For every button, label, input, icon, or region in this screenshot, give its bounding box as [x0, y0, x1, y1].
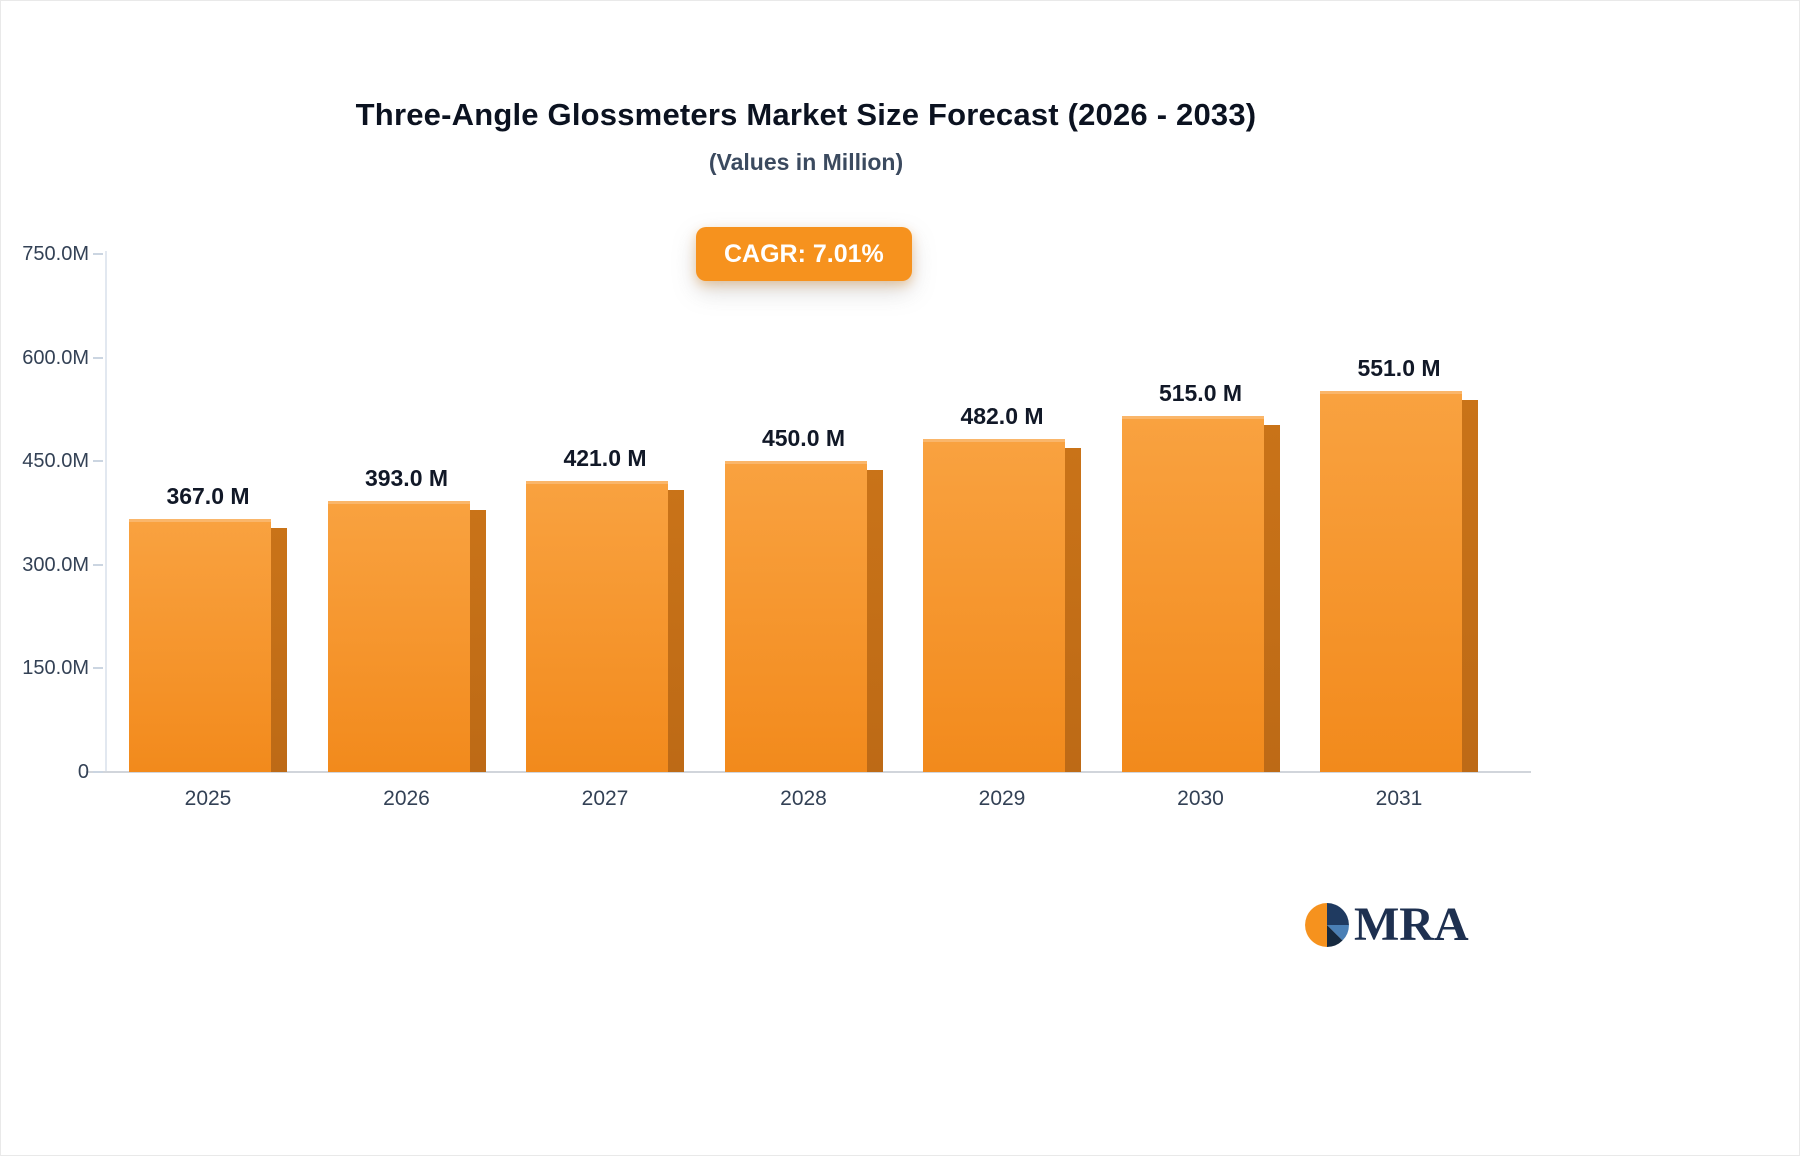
y-tick-mark [93, 667, 103, 670]
y-tick-label: 150.0M [22, 657, 89, 680]
bar-side [1065, 448, 1081, 772]
bar [327, 500, 470, 772]
bar-value-label: 421.0 M [563, 445, 647, 472]
y-tick-mark [93, 460, 103, 463]
mra-logo-text: MRA [1354, 898, 1469, 951]
y-tick-mark [93, 253, 103, 255]
bar-value-label: 482.0 M [960, 403, 1044, 430]
bar-side [469, 509, 486, 772]
bar-value-label: 551.0 M [1357, 355, 1441, 382]
x-axis-baseline [86, 771, 1531, 773]
mra-logo-pie-icon [1305, 903, 1349, 947]
x-tick-label: 2030 [1177, 787, 1224, 810]
y-tick-mark [93, 771, 103, 773]
bar-side [668, 490, 684, 772]
bar-value-label: 393.0 M [364, 464, 449, 491]
y-tick-label: 600.0M [22, 346, 89, 369]
x-tick-label: 2031 [1375, 787, 1423, 810]
x-tick-label: 2026 [383, 787, 430, 810]
y-tick-label: 300.0M [22, 553, 89, 576]
y-tick-label: 0 [77, 761, 89, 783]
bar [129, 518, 271, 772]
bar-value-label: 450.0 M [761, 425, 846, 452]
bar-value-label: 367.0 M [166, 482, 250, 509]
bar-value-label: 515.0 M [1158, 380, 1243, 407]
bar-side [1462, 400, 1478, 772]
bar [1121, 416, 1264, 772]
x-tick-label: 2027 [581, 787, 629, 810]
y-tick-mark [93, 563, 103, 566]
y-tick-mark [93, 356, 103, 359]
bar-side [271, 527, 287, 772]
chart-subtitle: (Values in Million) [708, 149, 904, 175]
mra-logo: MRA [1304, 901, 1469, 949]
y-axis-line [105, 251, 107, 772]
y-tick-label: 450.0M [22, 450, 89, 473]
bar [724, 461, 867, 772]
cagr-badge: CAGR: 7.01% [696, 227, 912, 281]
x-tick-label: 2025 [184, 787, 232, 810]
x-tick-label: 2029 [978, 787, 1026, 810]
bar [526, 481, 668, 772]
bar-side [1263, 425, 1280, 772]
bar [923, 439, 1065, 772]
bar-side [866, 470, 883, 772]
bar [1320, 391, 1462, 772]
x-tick-label: 2028 [780, 787, 827, 810]
chart-title: Three-Angle Glossmeters Market Size Fore… [355, 97, 1257, 132]
y-tick-label: 750.0M [22, 243, 89, 265]
